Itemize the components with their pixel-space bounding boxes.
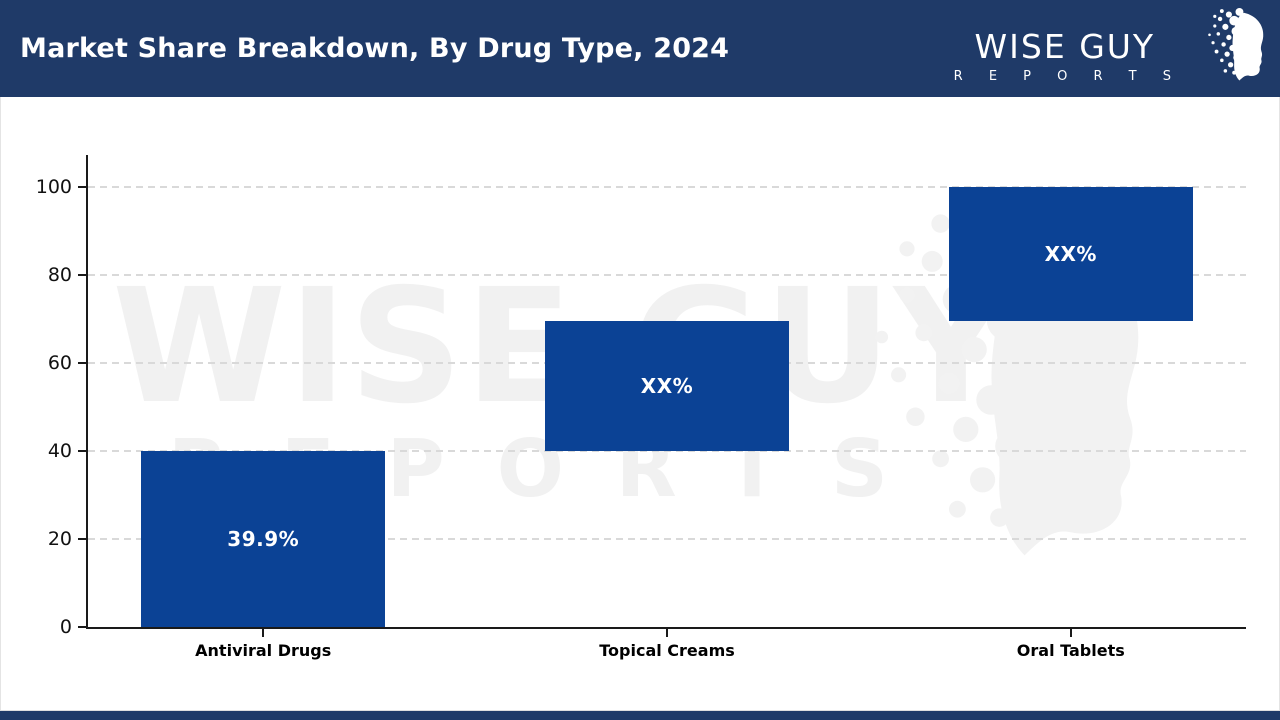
bar-value-label: XX%: [640, 374, 694, 399]
y-tick-label: 80: [47, 264, 72, 287]
y-tick-label: 40: [47, 440, 72, 463]
y-tick-label: 0: [59, 616, 72, 638]
bar-value-label: XX%: [1044, 242, 1097, 267]
bar: XX%: [948, 187, 1193, 322]
bar: XX%: [545, 321, 789, 452]
gridline: [88, 186, 1246, 189]
x-axis-label: Topical Creams: [599, 641, 735, 660]
header: Market Share Breakdown, By Drug Type, 20…: [0, 0, 1280, 97]
y-tick: [78, 450, 88, 453]
page-title: Market Share Breakdown, By Drug Type, 20…: [20, 33, 730, 64]
y-tick-label: 20: [47, 528, 72, 551]
footer-hairline: [0, 710, 1280, 711]
wise-guy-head-icon: [1208, 7, 1264, 81]
x-tick: [262, 628, 265, 637]
logo-wordmark-line1: WISE GUY: [974, 26, 1156, 66]
y-tick: [78, 626, 88, 628]
bar-value-label: 39.9%: [227, 527, 300, 552]
y-tick-label: 100: [35, 176, 72, 199]
gridline: [88, 450, 1246, 453]
gridline: [88, 538, 1246, 541]
logo-wordmark-line2: R E P O R T S: [953, 68, 1182, 84]
x-tick: [1069, 628, 1072, 637]
x-tick: [666, 628, 668, 637]
y-tick: [78, 362, 88, 365]
gridline: [88, 274, 1246, 277]
y-axis: [86, 155, 88, 629]
x-axis-label: Oral Tablets: [1016, 641, 1125, 660]
y-tick: [78, 274, 88, 277]
bar: 39.9%: [141, 451, 386, 627]
x-axis-label: Antiviral Drugs: [195, 641, 332, 660]
logo-wordmark: WISE GUY R E P O R T S: [948, 27, 1182, 84]
brand-logo: WISE GUY R E P O R T S: [948, 4, 1272, 92]
x-axis: [86, 627, 1246, 629]
y-tick: [78, 538, 88, 541]
y-tick: [78, 186, 88, 189]
footer-bar: [0, 711, 1280, 720]
y-tick-label: 60: [47, 352, 72, 375]
